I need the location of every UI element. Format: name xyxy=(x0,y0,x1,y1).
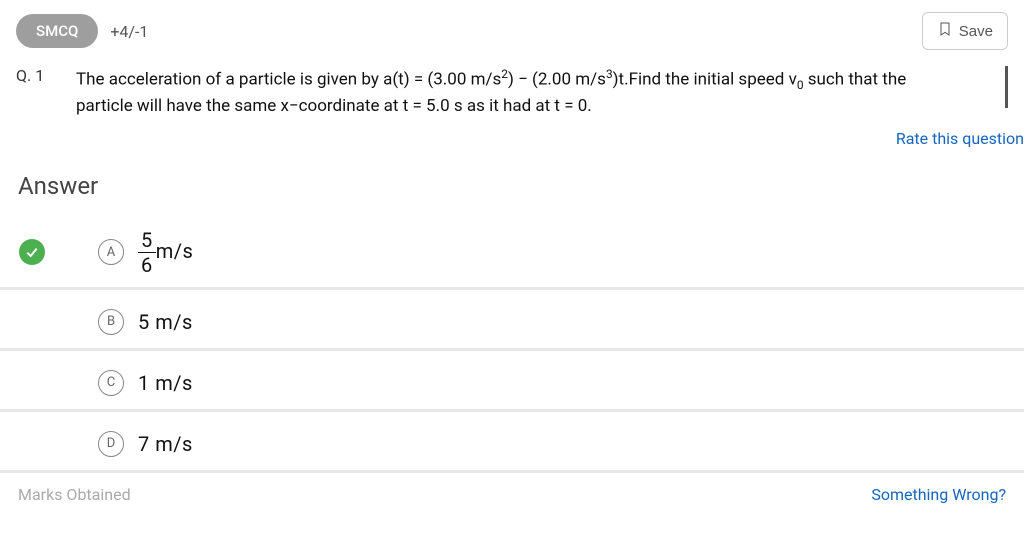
options-list: A 56m/s B 5 m/s C 1 m/s D 7 m/s xyxy=(0,218,1024,473)
option-row-a[interactable]: A 56m/s xyxy=(0,218,1024,290)
bookmark-icon xyxy=(937,21,953,41)
option-row-d[interactable]: D 7 m/s xyxy=(0,418,1024,473)
rate-question-link[interactable]: Rate this question xyxy=(0,123,1024,158)
rate-container: Rate this question xyxy=(0,123,1024,158)
option-text: 7 m/s xyxy=(138,432,193,456)
question-number: Q. 1 xyxy=(16,66,56,85)
check-icon xyxy=(19,239,45,265)
footer-row: Marks Obtained Something Wrong? xyxy=(0,479,1024,510)
question-text: The acceleration of a particle is given … xyxy=(76,66,977,119)
header-row: SMCQ +4/-1 Save xyxy=(0,0,1024,58)
option-letter: C xyxy=(98,370,124,396)
option-text: 5 m/s xyxy=(138,310,193,334)
option-letter: B xyxy=(98,309,124,335)
question-divider xyxy=(1005,66,1008,108)
check-slot xyxy=(18,369,46,397)
option-text: 56m/s xyxy=(138,230,193,275)
option-row-c[interactable]: C 1 m/s xyxy=(0,357,1024,412)
save-button[interactable]: Save xyxy=(922,12,1008,50)
header-left: SMCQ +4/-1 xyxy=(16,14,148,48)
option-text: 1 m/s xyxy=(138,371,193,395)
marks-obtained-label: Marks Obtained xyxy=(18,485,131,504)
option-row-b[interactable]: B 5 m/s xyxy=(0,296,1024,351)
question-row: Q. 1 The acceleration of a particle is g… xyxy=(0,58,1024,123)
option-letter: D xyxy=(98,431,124,457)
option-letter: A xyxy=(98,239,124,265)
question-type-badge: SMCQ xyxy=(16,14,98,48)
check-slot xyxy=(18,238,46,266)
check-slot xyxy=(18,308,46,336)
check-slot xyxy=(18,430,46,458)
save-button-label: Save xyxy=(959,23,993,40)
something-wrong-link[interactable]: Something Wrong? xyxy=(871,485,1006,504)
marks-label: +4/-1 xyxy=(110,22,148,41)
answer-heading: Answer xyxy=(0,158,1024,218)
